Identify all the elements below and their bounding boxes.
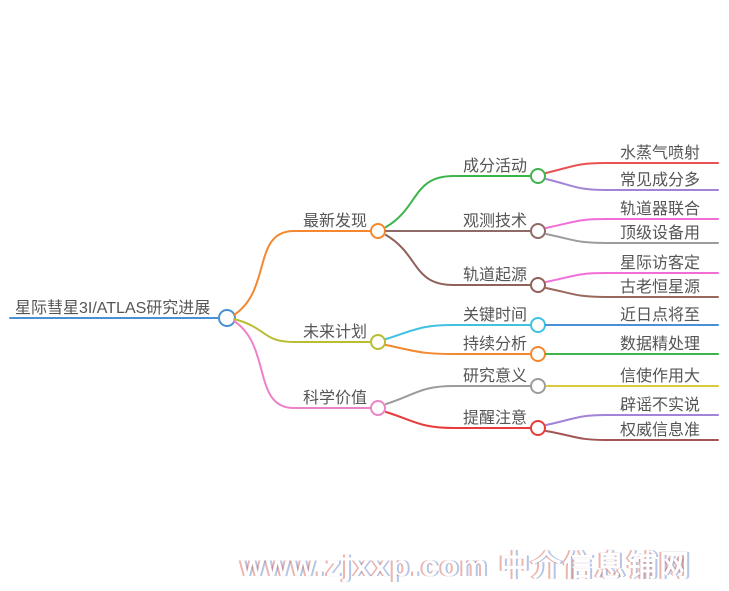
node-common-components: 常见成分多 [545,171,719,191]
node-water-vapor-jet: 水蒸气喷射 [545,144,719,174]
node-label[interactable]: 成分活动 [463,157,527,175]
branch-line [385,175,532,228]
branch-line [385,234,532,286]
node-label[interactable]: 科学价值 [303,389,367,407]
node-label[interactable]: 研究意义 [463,366,527,385]
node-handle[interactable] [530,168,546,184]
node-interstellar-visitor: 星际访客定 [545,254,719,283]
node-research-significance: 研究意义 [385,366,546,405]
node-label[interactable]: 权威信息准 [620,421,700,439]
node-reminder-caution: 提醒注意 [385,408,546,436]
node-debunk-rumors: 辟谣不实说 [545,396,719,426]
node-observation-tech: 观测技术 [385,212,546,239]
branch-line [233,318,372,343]
node-label[interactable]: 关键时间 [463,306,527,324]
branch-line [545,272,719,283]
branch-line [545,162,719,174]
node-label[interactable]: 古老恒星源 [620,278,700,296]
node-handle[interactable] [530,378,546,394]
node-label[interactable]: 轨道起源 [463,266,527,284]
node-ancient-star-source: 古老恒星源 [545,278,719,298]
branch-line [545,178,719,191]
node-future-plans: 未来计划 [233,318,386,350]
node-label[interactable]: 未来计划 [303,323,367,341]
node-handle[interactable] [370,223,386,239]
node-label[interactable]: 数据精处理 [620,335,700,353]
node-label[interactable]: 常见成分多 [620,171,700,189]
node-label[interactable]: 最新发现 [303,212,367,230]
node-composition-activity: 成分活动 [385,157,546,228]
node-label[interactable]: 持续分析 [463,335,527,353]
branch-line [385,324,532,340]
node-orbit-origin: 轨道起源 [385,234,546,293]
node-label[interactable]: 观测技术 [463,212,527,230]
node-top-equipment: 顶级设备用 [545,224,719,244]
node-label[interactable]: 星际彗星3I/ATLAS研究进展 [15,299,210,317]
node-handle[interactable] [530,277,546,293]
node-handle[interactable] [530,223,546,239]
node-perihelion-coming: 近日点将至 [545,306,719,326]
node-handle[interactable] [370,334,386,350]
branch-line [545,414,719,426]
node-label[interactable]: 轨道器联合 [620,200,700,218]
node-messenger-role: 信使作用大 [545,367,719,387]
branch-line [233,230,372,316]
branch-line [545,430,719,441]
node-label[interactable]: 信使作用大 [620,367,700,385]
node-handle[interactable] [370,400,386,416]
node-label[interactable]: 提醒注意 [463,408,527,427]
node-label[interactable]: 辟谣不实说 [620,396,700,414]
branch-line [385,344,532,355]
node-key-times: 关键时间 [385,306,546,340]
node-root: 星际彗星3I/ATLAS研究进展 [9,299,236,327]
node-data-processing: 数据精处理 [545,335,719,355]
branch-line [545,218,719,229]
branch-line [545,233,719,244]
node-handle[interactable] [530,317,546,333]
node-label[interactable]: 星际访客定 [620,254,700,272]
node-scientific-value: 科学价值 [233,320,386,416]
watermark: www.zjxxp.com 中介信息铺网 [240,550,692,583]
node-continuous-analysis: 持续分析 [385,335,546,362]
branch-line [385,411,532,429]
node-handle[interactable] [530,420,546,436]
node-orbiter-joint: 轨道器联合 [545,200,719,229]
node-label[interactable]: 水蒸气喷射 [620,144,700,162]
branch-line [233,320,372,409]
node-label[interactable]: 近日点将至 [620,306,700,324]
node-label[interactable]: 顶级设备用 [620,224,700,242]
node-authoritative-info: 权威信息准 [545,421,719,441]
node-handle[interactable] [530,346,546,362]
node-latest-findings: 最新发现 [233,212,386,316]
node-handle[interactable] [218,309,236,327]
branch-line [385,385,532,405]
branch-line [545,287,719,298]
